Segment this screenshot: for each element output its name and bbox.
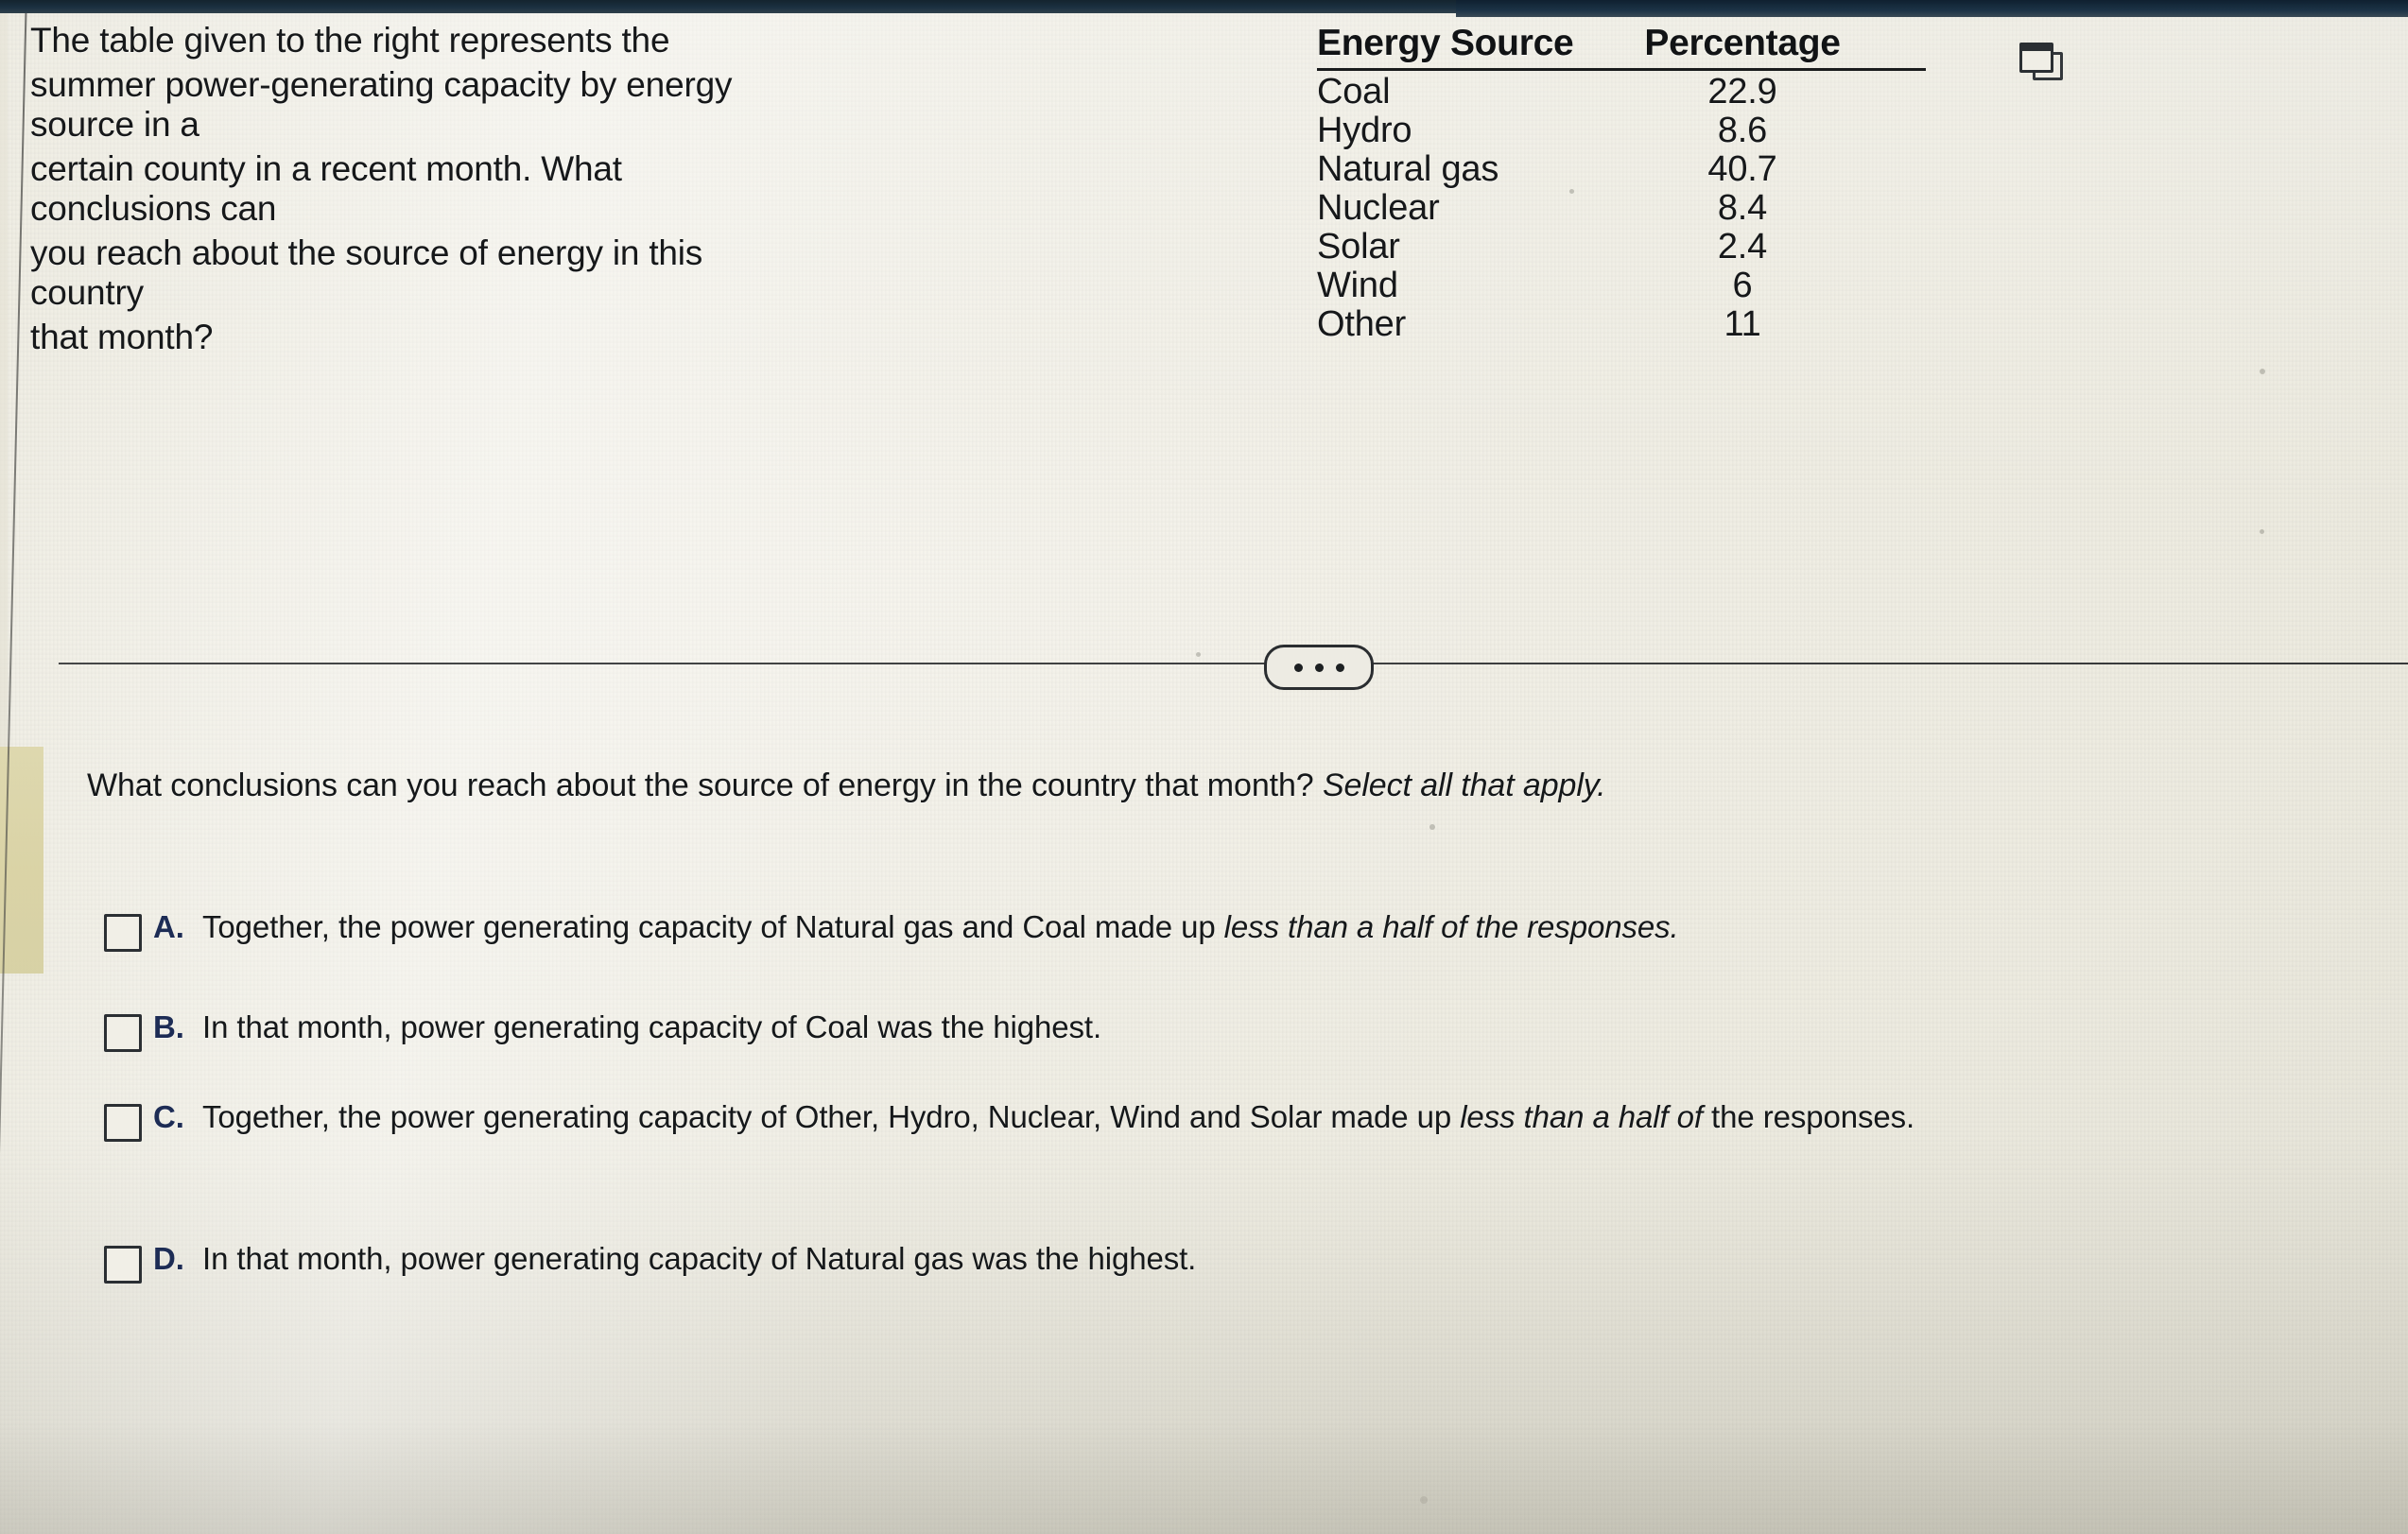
option-c-text-plain: Together, the power generating capacity … bbox=[202, 1099, 1461, 1134]
checkbox-option-c[interactable] bbox=[104, 1104, 142, 1142]
ellipsis-dot bbox=[1293, 663, 1303, 672]
table-row: Solar 2.4 bbox=[1317, 227, 2036, 267]
stem-line: summer power-generating capacity by ener… bbox=[30, 65, 733, 144]
popout-front-window bbox=[2019, 43, 2053, 73]
dust-speck bbox=[2260, 529, 2264, 534]
dust-speck bbox=[1196, 652, 1201, 657]
table-row: Wind 6 bbox=[1317, 266, 2036, 305]
stem-line: certain county in a recent month. What c… bbox=[30, 149, 622, 228]
table-row: Other 11 bbox=[1317, 304, 2036, 344]
checkbox-option-d[interactable] bbox=[104, 1246, 142, 1284]
left-margin-strip bbox=[0, 0, 8, 747]
option-a-text-plain: Together, the power generating capacity … bbox=[202, 909, 1224, 944]
column-header-energy-source: Energy Source bbox=[1317, 23, 1574, 63]
stem-line: The table given to the right represents … bbox=[30, 21, 670, 60]
column-header-percentage: Percentage bbox=[1644, 23, 1841, 63]
cell-energy-source: Wind bbox=[1317, 266, 1398, 305]
dust-speck bbox=[1420, 1496, 1428, 1504]
option-b-text-plain: In that month, power generating capacity… bbox=[202, 1009, 1102, 1044]
option-d-text: In that month, power generating capacity… bbox=[202, 1241, 2184, 1278]
option-c-letter: C. bbox=[153, 1099, 184, 1134]
option-d-letter: D. bbox=[153, 1241, 184, 1276]
option-c-text-tail: the responses. bbox=[1711, 1099, 1915, 1134]
cell-energy-source: Coal bbox=[1317, 72, 1391, 112]
question-text: What conclusions can you reach about the… bbox=[87, 767, 1323, 803]
cell-percentage: 2.4 bbox=[1717, 227, 1768, 267]
option-d-text-plain: In that month, power generating capacity… bbox=[202, 1241, 1197, 1276]
table-row: Coal 22.9 bbox=[1317, 72, 2036, 112]
ellipsis-dot bbox=[1314, 663, 1324, 672]
option-a[interactable]: A. Together, the power generating capaci… bbox=[104, 909, 2392, 952]
bottom-vignette bbox=[0, 1421, 2408, 1534]
section-divider bbox=[59, 645, 2408, 690]
option-c[interactable]: C. Together, the power generating capaci… bbox=[104, 1099, 2401, 1142]
question-text-italic: Select all that apply. bbox=[1322, 767, 1606, 803]
cell-percentage: 11 bbox=[1724, 304, 1761, 344]
checkbox-option-b[interactable] bbox=[104, 1014, 142, 1052]
ellipsis-icon[interactable] bbox=[1264, 645, 1374, 690]
cell-percentage: 8.6 bbox=[1717, 111, 1768, 150]
option-a-text: Together, the power generating capacity … bbox=[202, 909, 2392, 946]
cell-energy-source: Solar bbox=[1317, 227, 1400, 267]
table-header-row: Energy Source Percentage bbox=[1317, 23, 2036, 64]
cell-energy-source: Nuclear bbox=[1317, 188, 1440, 228]
table-body: Coal 22.9 Hydro 8.6 Natural gas 40.7 Nuc… bbox=[1317, 72, 2036, 344]
cell-percentage: 40.7 bbox=[1707, 149, 1777, 189]
checkbox-option-a[interactable] bbox=[104, 914, 142, 952]
popout-window-icon[interactable] bbox=[2019, 43, 2063, 80]
stem-line: you reach about the source of energy in … bbox=[30, 233, 703, 312]
cell-energy-source: Hydro bbox=[1317, 111, 1412, 150]
cell-percentage: 22.9 bbox=[1707, 72, 1777, 112]
question-prompt: What conclusions can you reach about the… bbox=[87, 767, 1606, 804]
table-row: Hydro 8.6 bbox=[1317, 111, 2036, 150]
dust-speck bbox=[2260, 369, 2265, 374]
option-b[interactable]: B. In that month, power generating capac… bbox=[104, 1009, 2184, 1052]
option-c-text-italic: less than a half of bbox=[1460, 1099, 1712, 1134]
option-b-text: In that month, power generating capacity… bbox=[202, 1009, 2184, 1046]
top-bezel-right bbox=[1456, 0, 2408, 17]
table-row: Nuclear 8.4 bbox=[1317, 188, 2036, 228]
dust-speck bbox=[1429, 824, 1435, 830]
ellipsis-dot bbox=[1335, 663, 1344, 672]
table-row: Natural gas 40.7 bbox=[1317, 149, 2036, 189]
problem-statement: The table given to the right represents … bbox=[30, 21, 796, 363]
option-d[interactable]: D. In that month, power generating capac… bbox=[104, 1241, 2184, 1284]
option-a-letter: A. bbox=[153, 909, 184, 944]
cell-percentage: 8.4 bbox=[1717, 188, 1768, 228]
dust-speck bbox=[1569, 189, 1574, 194]
option-b-letter: B. bbox=[153, 1009, 184, 1044]
option-c-text: Together, the power generating capacity … bbox=[202, 1099, 2401, 1136]
cell-percentage: 6 bbox=[1732, 266, 1753, 305]
option-a-text-italic: less than a half of the responses. bbox=[1223, 909, 1679, 944]
cell-energy-source: Natural gas bbox=[1317, 149, 1499, 189]
stem-line: that month? bbox=[30, 318, 214, 357]
cell-energy-source: Other bbox=[1317, 304, 1407, 344]
energy-source-table: Energy Source Percentage Coal 22.9 Hydro… bbox=[1317, 23, 2036, 344]
divider-line bbox=[59, 663, 2408, 664]
table-header-rule bbox=[1317, 68, 1926, 71]
